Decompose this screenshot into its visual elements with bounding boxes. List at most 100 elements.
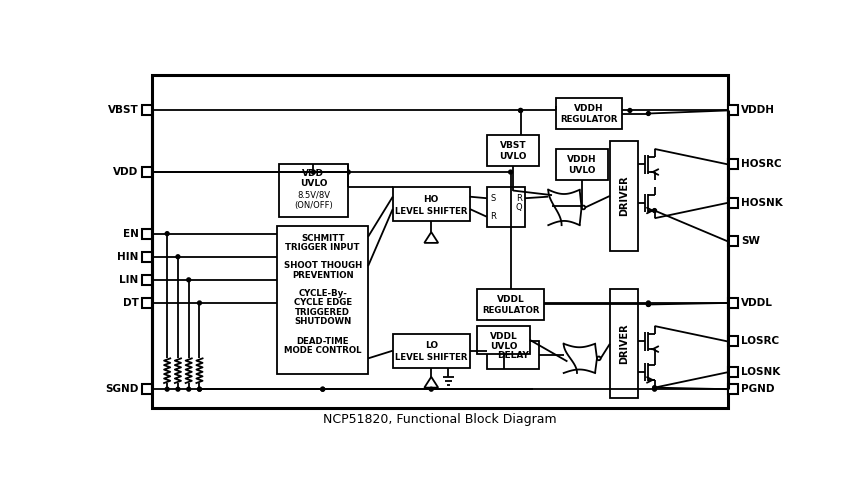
Text: LOSNK: LOSNK <box>740 367 780 377</box>
Text: LO: LO <box>425 341 438 350</box>
Bar <box>142 384 152 394</box>
Text: VDD: VDD <box>302 169 324 178</box>
Circle shape <box>197 301 202 305</box>
Text: VDDH: VDDH <box>574 105 604 113</box>
Bar <box>486 341 539 369</box>
Circle shape <box>311 170 316 174</box>
Circle shape <box>187 387 190 391</box>
Text: DRIVER: DRIVER <box>619 176 629 216</box>
Text: VDDL: VDDL <box>497 295 524 304</box>
Circle shape <box>187 278 190 282</box>
Text: UVLO: UVLO <box>490 342 517 350</box>
Text: NCP51820, Functional Block Diagram: NCP51820, Functional Block Diagram <box>323 413 557 426</box>
Bar <box>728 298 738 308</box>
Circle shape <box>518 108 523 112</box>
Bar <box>142 106 152 116</box>
Bar <box>728 236 738 246</box>
Text: MODE CONTROL: MODE CONTROL <box>284 346 361 355</box>
Text: (ON/OFF): (ON/OFF) <box>294 201 333 211</box>
Bar <box>142 252 152 262</box>
Circle shape <box>346 170 350 174</box>
Circle shape <box>518 108 523 112</box>
Text: S: S <box>490 194 495 203</box>
Bar <box>610 289 637 398</box>
Circle shape <box>429 387 433 391</box>
Bar <box>277 226 368 374</box>
Text: UVLO: UVLO <box>499 152 527 161</box>
Circle shape <box>197 387 202 391</box>
Text: SHUTDOWN: SHUTDOWN <box>294 317 351 326</box>
Text: LOSRC: LOSRC <box>740 336 779 347</box>
Circle shape <box>176 255 180 258</box>
Text: EN: EN <box>123 228 139 239</box>
Bar <box>556 98 622 129</box>
Text: DT: DT <box>123 298 139 308</box>
Bar <box>142 167 152 177</box>
Text: REGULATOR: REGULATOR <box>482 306 540 315</box>
Circle shape <box>646 302 650 306</box>
Circle shape <box>166 232 169 236</box>
Text: HO: HO <box>424 195 439 204</box>
Circle shape <box>197 387 202 391</box>
Bar <box>728 198 738 208</box>
Bar <box>477 326 529 354</box>
Circle shape <box>176 387 180 391</box>
Circle shape <box>653 387 656 391</box>
Bar <box>486 135 539 166</box>
Text: HIN: HIN <box>118 252 139 262</box>
Text: VDDL: VDDL <box>740 298 773 308</box>
Text: DRIVER: DRIVER <box>619 323 629 364</box>
Bar <box>728 367 738 377</box>
Text: VDDH: VDDH <box>740 106 775 116</box>
Text: CYCLE-By-: CYCLE-By- <box>299 289 347 298</box>
Bar <box>142 228 152 239</box>
Text: VBST: VBST <box>499 141 526 151</box>
Text: LEVEL SHIFTER: LEVEL SHIFTER <box>395 207 468 216</box>
Circle shape <box>321 387 324 391</box>
Circle shape <box>653 209 656 212</box>
Text: Q: Q <box>516 203 523 212</box>
Text: UVLO: UVLO <box>299 179 327 188</box>
Text: DELAY: DELAY <box>497 351 529 360</box>
Text: LIN: LIN <box>119 275 139 285</box>
Text: PGND: PGND <box>740 384 774 394</box>
Circle shape <box>509 170 512 174</box>
Bar <box>152 75 728 408</box>
Text: HOSNK: HOSNK <box>740 198 782 208</box>
Text: SHOOT THOUGH: SHOOT THOUGH <box>283 261 362 271</box>
Text: VDDL: VDDL <box>490 332 517 341</box>
Text: SW: SW <box>740 236 760 246</box>
Text: R: R <box>517 194 522 203</box>
Circle shape <box>346 170 350 174</box>
Bar <box>728 159 738 169</box>
Bar <box>556 149 608 180</box>
Text: VDD: VDD <box>113 167 139 177</box>
Bar <box>477 289 544 320</box>
Circle shape <box>653 386 656 390</box>
Text: UVLO: UVLO <box>568 166 596 175</box>
Text: REGULATOR: REGULATOR <box>560 115 618 124</box>
Circle shape <box>166 387 169 391</box>
Circle shape <box>646 302 650 306</box>
Bar <box>486 187 525 227</box>
Text: SCHMITT: SCHMITT <box>301 234 344 243</box>
Circle shape <box>646 112 650 116</box>
Bar <box>279 165 348 217</box>
Text: PREVENTION: PREVENTION <box>292 271 353 280</box>
Text: LEVEL SHIFTER: LEVEL SHIFTER <box>395 353 468 362</box>
Bar <box>393 187 469 221</box>
Circle shape <box>646 301 650 305</box>
Circle shape <box>321 387 324 391</box>
Text: HOSRC: HOSRC <box>740 159 782 169</box>
Text: TRIGGERED: TRIGGERED <box>295 308 350 317</box>
Text: 8.5V/8V: 8.5V/8V <box>297 191 330 199</box>
Text: VBST: VBST <box>108 106 139 116</box>
Text: VDDH: VDDH <box>567 155 597 164</box>
Bar <box>142 298 152 308</box>
Text: CYCLE EDGE: CYCLE EDGE <box>293 299 352 307</box>
Circle shape <box>628 108 631 112</box>
Bar <box>393 334 469 368</box>
Text: SGND: SGND <box>106 384 139 394</box>
Bar <box>728 106 738 116</box>
Text: DEAD-TIME: DEAD-TIME <box>296 337 349 346</box>
